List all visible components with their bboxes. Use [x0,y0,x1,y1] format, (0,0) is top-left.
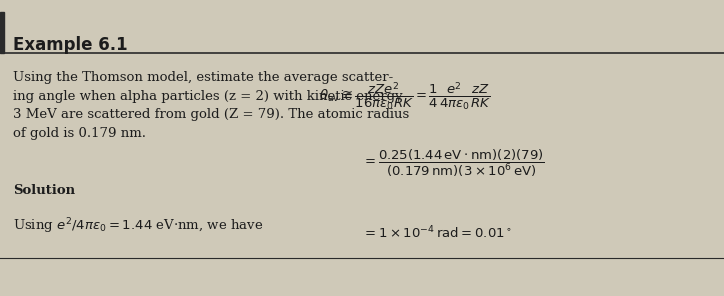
Text: Using the Thomson model, estimate the average scatter-
ing angle when alpha part: Using the Thomson model, estimate the av… [13,71,409,139]
Text: $\theta_{\rm av} \cong \dfrac{zZe^2}{16\pi\varepsilon_0 RK} = \dfrac{1}{4}\dfrac: $\theta_{\rm av} \cong \dfrac{zZe^2}{16\… [319,80,491,112]
Text: Solution: Solution [13,184,75,197]
Bar [0,12,4,53]
Text: $= \dfrac{0.25(1.44\,{\rm eV}\cdot{\rm nm})(2)(79)}{(0.179\,{\rm nm})(3\times10^: $= \dfrac{0.25(1.44\,{\rm eV}\cdot{\rm n… [362,148,545,179]
Text: Using $e^2/4\pi\varepsilon_0 = 1.44$ eV·nm, we have: Using $e^2/4\pi\varepsilon_0 = 1.44$ eV·… [13,216,264,236]
Text: $= 1\times 10^{-4}\,{\rm rad} = 0.01^\circ$: $= 1\times 10^{-4}\,{\rm rad} = 0.01^\ci… [362,225,512,242]
Text: Example 6.1: Example 6.1 [13,36,127,54]
